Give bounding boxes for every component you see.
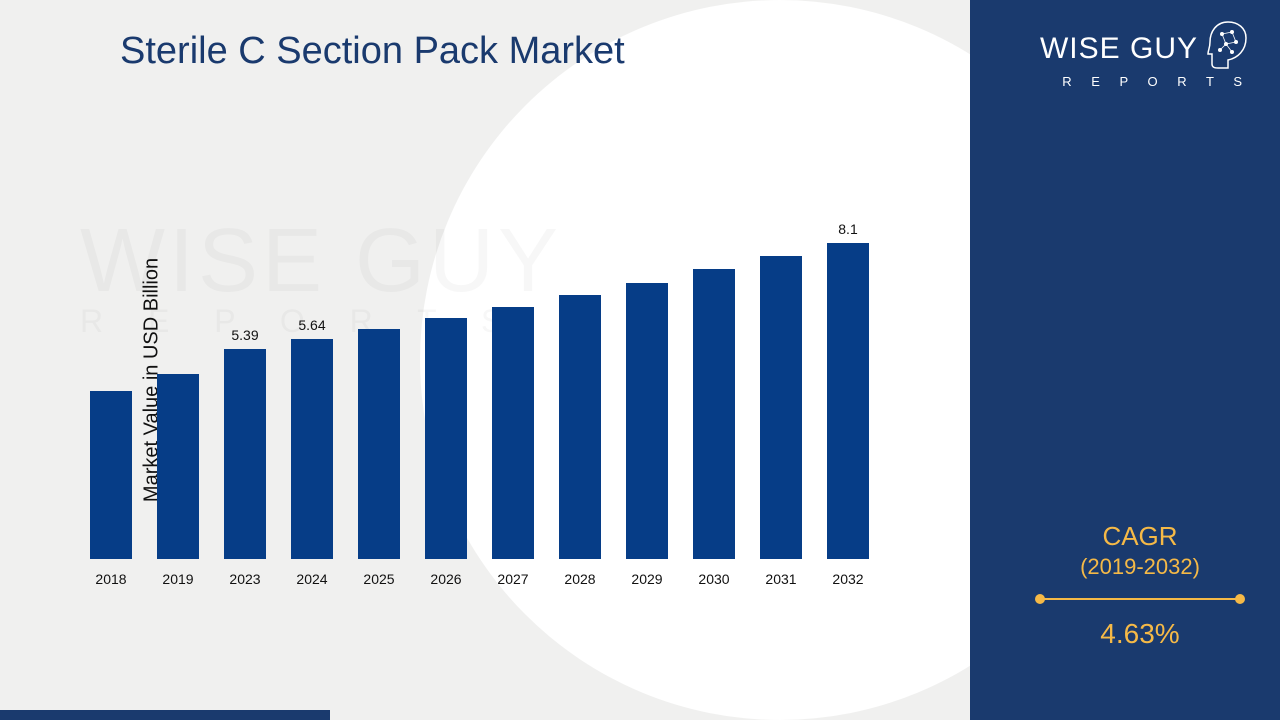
logo-subtext: R E P O R T S: [1040, 74, 1250, 89]
bar: [827, 243, 869, 559]
x-tick: 2032: [818, 571, 878, 587]
x-tick: 2018: [81, 571, 141, 587]
x-tick: 2025: [349, 571, 409, 587]
logo-text: WISE GUY: [1040, 32, 1198, 66]
x-tick: 2028: [550, 571, 610, 587]
cagr-panel: CAGR (2019-2032) 4.63%: [1040, 521, 1240, 650]
bar-value-label: 8.1: [818, 221, 878, 237]
bar: [291, 339, 333, 559]
head-icon: [1206, 20, 1250, 78]
bar: [760, 256, 802, 559]
bar: [559, 295, 601, 559]
bottom-strip: [0, 710, 330, 720]
x-tick: 2023: [215, 571, 275, 587]
plot-area: 2018201920235.3920245.642025202620272028…: [90, 170, 900, 560]
cagr-value: 4.63%: [1040, 618, 1240, 650]
bar-value-label: 5.64: [282, 317, 342, 333]
cagr-label: CAGR: [1040, 521, 1240, 552]
x-tick: 2027: [483, 571, 543, 587]
x-tick: 2019: [148, 571, 208, 587]
bar: [425, 318, 467, 559]
bar: [90, 391, 132, 559]
bar: [358, 329, 400, 559]
cagr-divider: [1040, 598, 1240, 600]
cagr-period: (2019-2032): [1040, 554, 1240, 580]
bar: [626, 283, 668, 559]
bar: [492, 307, 534, 559]
x-tick: 2030: [684, 571, 744, 587]
chart-title: Sterile C Section Pack Market: [120, 30, 625, 73]
x-tick: 2026: [416, 571, 476, 587]
bar: [693, 269, 735, 559]
x-tick: 2024: [282, 571, 342, 587]
bar: [157, 374, 199, 559]
brand-logo: WISE GUY R E P O R T S: [1040, 20, 1250, 89]
bar-chart: Market Value in USD Billion 201820192023…: [70, 170, 900, 590]
bar: [224, 349, 266, 559]
x-tick: 2031: [751, 571, 811, 587]
x-tick: 2029: [617, 571, 677, 587]
bar-value-label: 5.39: [215, 327, 275, 343]
